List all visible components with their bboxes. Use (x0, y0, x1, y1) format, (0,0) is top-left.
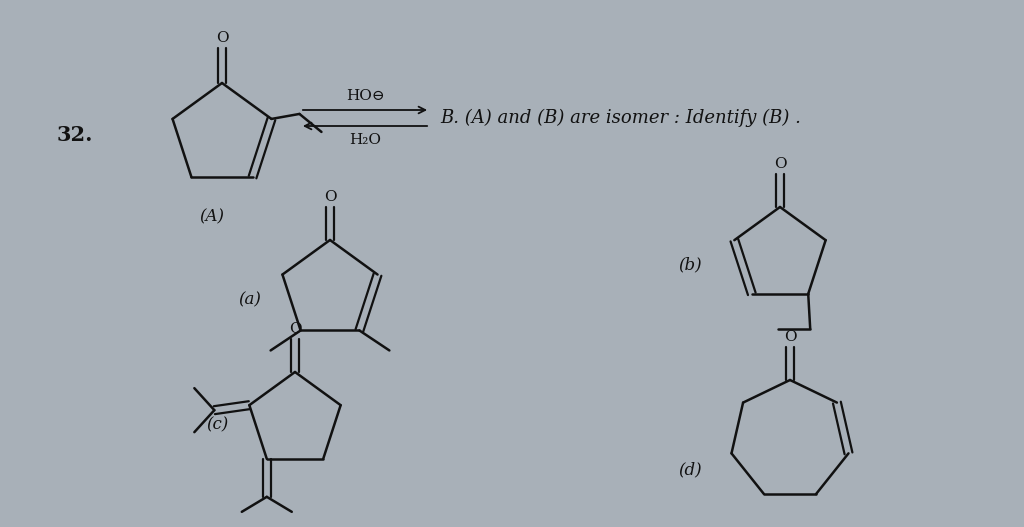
Text: B. (A) and (B) are isomer : Identify (B) .: B. (A) and (B) are isomer : Identify (B)… (440, 109, 801, 127)
Text: HO⊖: HO⊖ (346, 89, 384, 103)
Text: O: O (774, 157, 786, 171)
Text: (d): (d) (678, 462, 701, 479)
Text: O: O (324, 190, 336, 204)
Text: O: O (216, 31, 228, 45)
Text: (A): (A) (200, 209, 224, 226)
Text: (c): (c) (206, 416, 228, 434)
Text: 32.: 32. (56, 125, 93, 145)
Text: (b): (b) (678, 257, 701, 274)
Text: O: O (783, 330, 797, 344)
Text: O: O (289, 322, 301, 336)
Text: (a): (a) (239, 291, 261, 308)
Text: H₂O: H₂O (349, 133, 381, 147)
